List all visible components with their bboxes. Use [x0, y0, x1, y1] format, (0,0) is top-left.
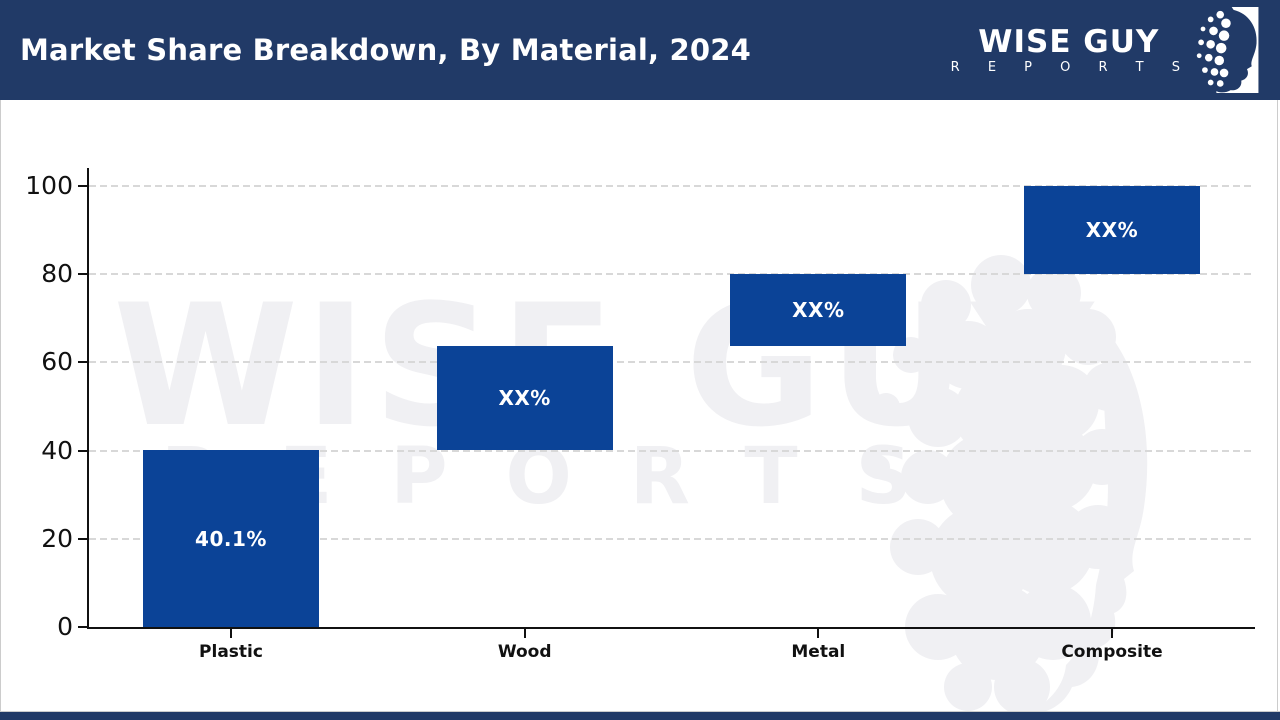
bar: XX%	[730, 273, 907, 346]
watermark-face	[866, 255, 1148, 712]
y-tick-label: 80	[41, 259, 73, 289]
logo-face-icon	[1196, 7, 1259, 93]
grid-line	[89, 449, 1254, 452]
grid-line	[89, 273, 1254, 276]
grid-line	[89, 185, 1254, 187]
y-tick-label: 20	[41, 523, 73, 553]
y-tick	[78, 273, 87, 276]
x-category-label: Composite	[1061, 642, 1163, 662]
y-tick-label: 40	[41, 435, 73, 465]
y-tick	[78, 449, 87, 452]
footer-bar	[0, 711, 1280, 720]
x-axis	[87, 627, 1255, 629]
bar-value-label: XX%	[792, 297, 845, 322]
bar-value-label: 40.1%	[195, 526, 267, 551]
y-tick	[78, 185, 87, 187]
bar: XX%	[1024, 186, 1200, 274]
chart-canvas: WISE GUY REPORTS 40.1% XX% XX% XX% 0 20 40 60 8…	[0, 100, 1278, 712]
wiseguy-logo: WISE GUY R E P O R T S	[946, 7, 1264, 93]
header: Market Share Breakdown, By Material, 202…	[0, 0, 1280, 100]
y-tick-label: 0	[57, 612, 73, 641]
y-tick-label: 100	[25, 171, 73, 200]
logo-reports-text: R E P O R T S	[950, 59, 1192, 75]
x-tick	[817, 629, 820, 638]
logo-wiseguy-text: WISE GUY	[978, 23, 1160, 60]
x-tick	[230, 629, 232, 638]
grid-line	[89, 361, 1254, 364]
page-title: Market Share Breakdown, By Material, 202…	[20, 33, 752, 67]
y-tick-label: 60	[41, 347, 73, 377]
bar-value-label: XX%	[1085, 217, 1139, 242]
grid-line	[89, 537, 1254, 540]
bar: XX%	[436, 345, 613, 451]
x-tick	[523, 629, 526, 638]
x-category-label: Metal	[791, 642, 846, 662]
y-tick	[78, 626, 87, 628]
bar-value-label: XX%	[498, 385, 551, 410]
x-tick	[1111, 629, 1113, 638]
plot-area: 40.1% XX% XX% XX%	[89, 185, 1254, 627]
y-tick	[78, 361, 87, 364]
x-category-label: Wood	[497, 642, 552, 662]
x-category-label: Plastic	[199, 642, 263, 662]
y-tick	[78, 537, 87, 540]
bar: 40.1%	[143, 450, 319, 627]
logo-wordmark: WISE GUY R E P O R T S	[946, 23, 1192, 75]
y-axis	[87, 168, 89, 629]
